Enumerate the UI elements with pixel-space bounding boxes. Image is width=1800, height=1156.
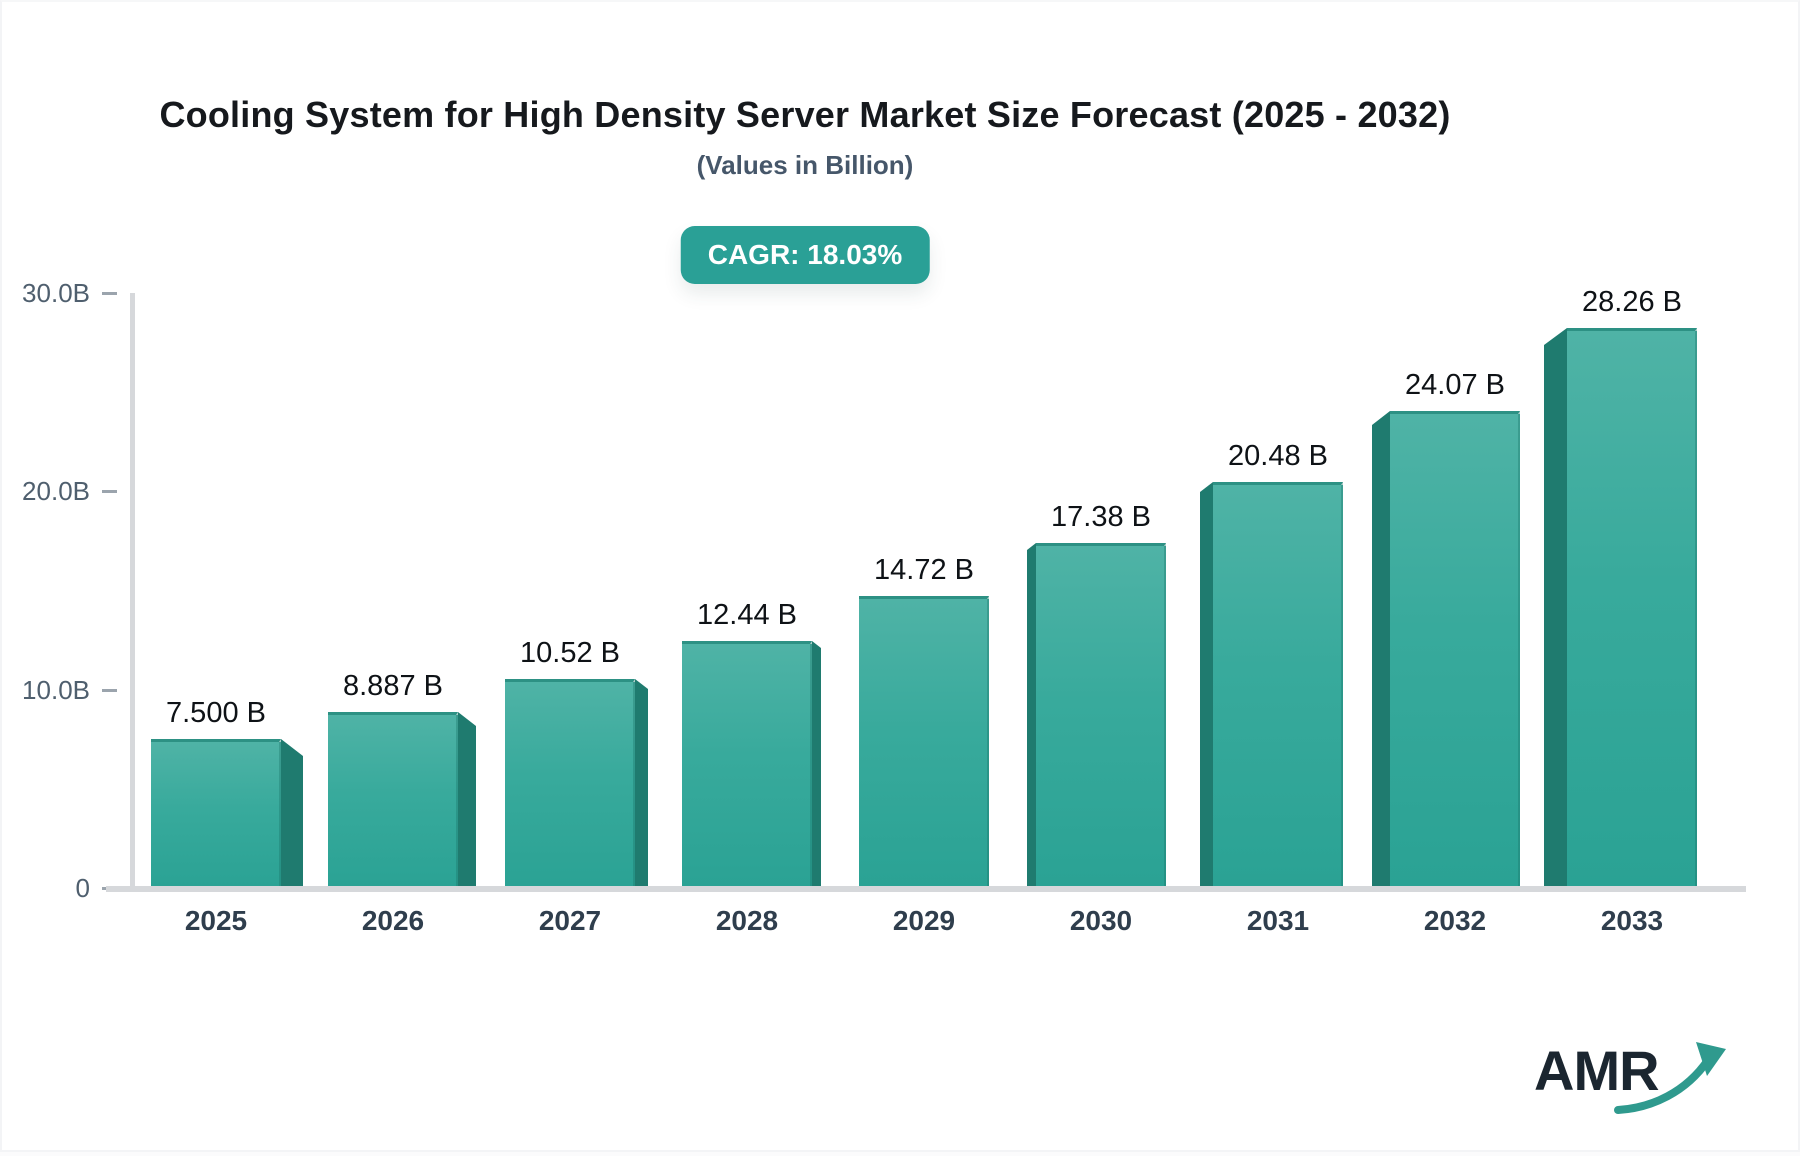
bar-side-face xyxy=(281,739,303,890)
bar-front-face xyxy=(1036,543,1166,890)
bar-side-face xyxy=(812,641,821,890)
x-axis-line xyxy=(106,886,1746,892)
y-axis-line xyxy=(130,293,135,888)
bar-side-face xyxy=(458,712,476,890)
bar-value-label: 12.44 B xyxy=(697,599,797,631)
bar-value-label: 17.38 B xyxy=(1051,501,1151,533)
bar-side-face xyxy=(1372,411,1390,890)
x-axis-label: 2029 xyxy=(892,905,956,936)
cagr-badge: CAGR: 18.03% xyxy=(680,226,930,284)
bar-value-label: 14.72 B xyxy=(874,554,974,586)
bar-value-label: 28.26 B xyxy=(1582,286,1682,318)
x-axis-label: 2030 xyxy=(1069,905,1133,936)
bar-front-face xyxy=(151,739,281,890)
amr-logo-text: AMR xyxy=(1534,1039,1660,1102)
y-axis-tick-label: 10.0B xyxy=(22,675,90,705)
bar-front-face xyxy=(1567,328,1697,890)
bar-value-label: 20.48 B xyxy=(1228,440,1328,472)
amr-logo: AMR xyxy=(1534,1038,1726,1124)
bar-value-label: 7.500 B xyxy=(166,697,266,729)
y-axis-tick xyxy=(102,490,117,493)
bar-side-face xyxy=(635,679,648,890)
x-axis-label: 2031 xyxy=(1246,905,1310,936)
bar-front-face xyxy=(505,679,635,890)
bar-side-face xyxy=(1544,328,1567,890)
bar-front-face xyxy=(328,712,458,890)
x-axis-label: 2027 xyxy=(538,905,602,936)
x-axis-label: 2028 xyxy=(715,905,779,936)
x-axis-label: 2025 xyxy=(184,905,248,936)
y-axis-tick-label: 20.0B xyxy=(22,476,90,506)
bar-front-face xyxy=(1390,411,1520,890)
bar-front-face xyxy=(1213,482,1343,890)
bar-front-face xyxy=(859,596,989,890)
y-axis-tick-label: 30.0B xyxy=(22,278,90,308)
y-axis-tick-label: 0 xyxy=(75,873,90,903)
bar-front-face xyxy=(682,641,812,890)
bar-side-face xyxy=(1027,543,1036,890)
y-axis-tick xyxy=(102,689,117,692)
bar-value-label: 24.07 B xyxy=(1405,369,1505,401)
y-axis-tick xyxy=(102,292,117,295)
x-axis-label: 2026 xyxy=(361,905,425,936)
x-axis-label: 2033 xyxy=(1600,905,1664,936)
x-axis-label: 2032 xyxy=(1423,905,1487,936)
bar-side-face xyxy=(1200,482,1213,890)
chart-title: Cooling System for High Density Server M… xyxy=(159,94,1451,135)
bar-value-label: 10.52 B xyxy=(520,637,620,669)
bar-value-label: 8.887 B xyxy=(343,670,443,702)
trend-up-arrow-icon xyxy=(1614,1042,1726,1114)
chart-subtitle: (Values in Billion) xyxy=(696,150,914,180)
